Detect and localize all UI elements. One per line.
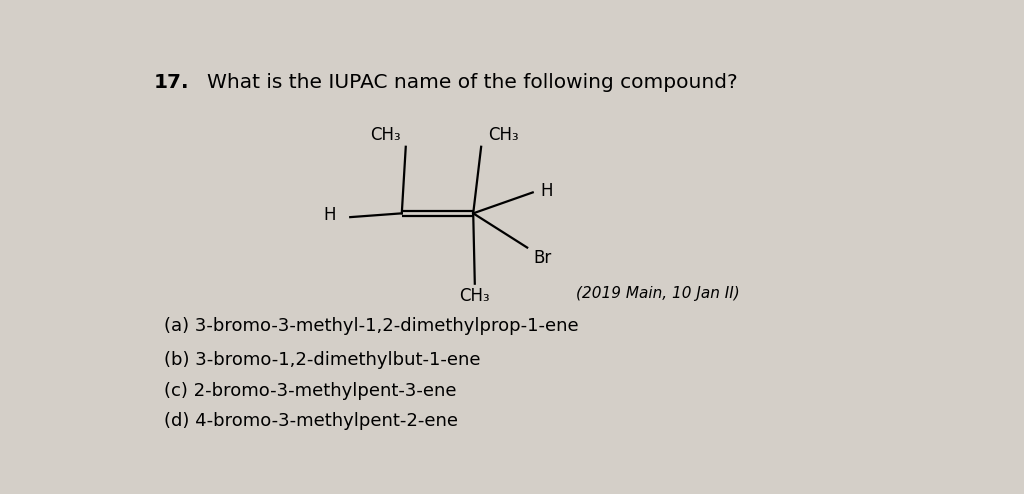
Text: (d) 4-bromo-3-methylpent-2-ene: (d) 4-bromo-3-methylpent-2-ene xyxy=(164,412,458,430)
Text: CH₃: CH₃ xyxy=(488,126,519,144)
Text: (b) 3-bromo-1,2-dimethylbut-1-ene: (b) 3-bromo-1,2-dimethylbut-1-ene xyxy=(164,351,480,370)
Text: 17.: 17. xyxy=(154,73,188,91)
Text: CH₃: CH₃ xyxy=(371,126,401,144)
Text: H: H xyxy=(324,206,336,224)
Text: (a) 3-bromo-3-methyl-1,2-dimethylprop-1-ene: (a) 3-bromo-3-methyl-1,2-dimethylprop-1-… xyxy=(164,317,579,335)
Text: (2019 Main, 10 Jan II): (2019 Main, 10 Jan II) xyxy=(577,286,740,301)
Text: H: H xyxy=(541,181,553,200)
Text: CH₃: CH₃ xyxy=(460,287,490,305)
Text: What is the IUPAC name of the following compound?: What is the IUPAC name of the following … xyxy=(207,73,738,91)
Text: Br: Br xyxy=(534,249,552,267)
Text: (c) 2-bromo-3-methylpent-3-ene: (c) 2-bromo-3-methylpent-3-ene xyxy=(164,382,457,400)
